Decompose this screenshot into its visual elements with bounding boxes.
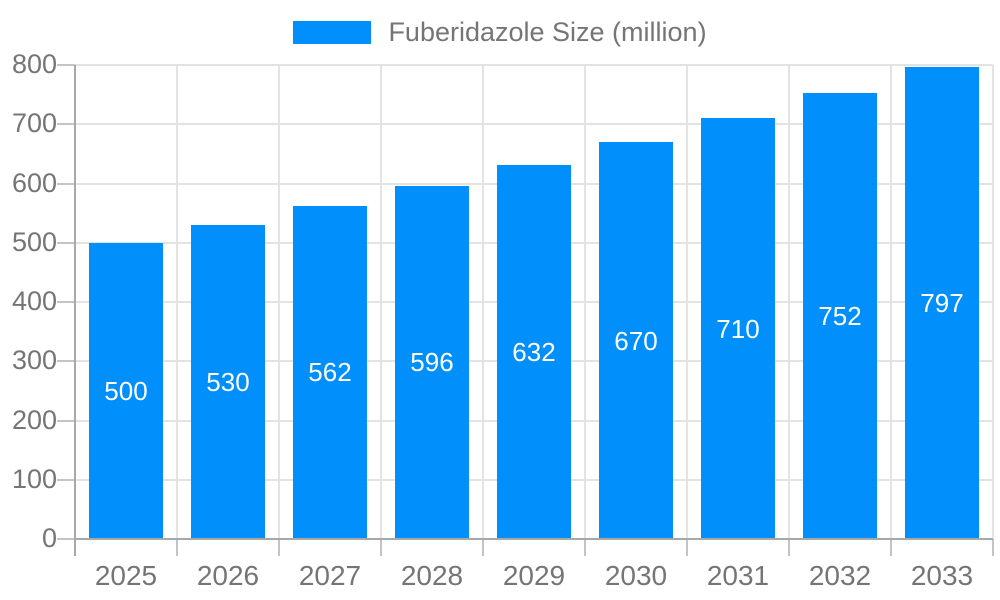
bar: 562 [293,206,367,539]
bar: 670 [599,142,673,539]
legend-swatch [293,21,372,44]
y-axis-label: 0 [41,523,57,553]
bar-value-label: 500 [104,375,148,406]
bar-value-label: 670 [614,325,658,356]
x-axis-tick [788,539,790,556]
y-axis-label: 800 [11,49,57,79]
y-axis-tick [57,301,75,303]
v-gridline [482,65,484,539]
x-axis-line [75,538,993,540]
bar-value-label: 632 [512,336,556,367]
x-axis-tick [278,539,280,556]
bar-value-label: 797 [920,287,964,318]
y-axis-tick [57,182,75,185]
bar: 530 [191,224,265,539]
x-axis-tick [686,539,688,556]
v-gridline [380,65,382,539]
y-axis-line [74,65,76,556]
x-axis-label: 2032 [808,560,872,591]
bar: 797 [905,66,979,539]
y-axis-label: 700 [11,108,57,139]
v-gridline [788,65,790,539]
x-axis-tick [380,539,382,556]
bar-value-label: 710 [716,313,760,344]
x-axis-tick [482,539,484,556]
bar-value-label: 752 [818,301,862,332]
bar-value-label: 562 [308,357,352,388]
x-axis-label: 2027 [298,560,362,591]
y-axis-label: 500 [11,226,57,257]
y-axis-tick [57,419,75,422]
bar: 596 [395,185,469,539]
y-axis-tick [57,241,75,244]
x-axis-tick [176,539,178,556]
v-gridline [992,65,994,539]
bar: 500 [89,242,163,539]
x-axis-tick [890,539,892,556]
x-axis-label: 2028 [400,560,464,591]
y-axis-tick [57,538,75,540]
bar-value-label: 530 [206,366,250,397]
y-axis-tick [57,123,75,126]
x-axis-label: 2025 [94,560,158,591]
y-axis-label: 300 [11,345,57,376]
x-axis-label: 2030 [604,560,668,591]
x-axis-label: 2026 [196,560,260,591]
y-axis-tick [57,360,75,363]
h-gridline [75,64,993,66]
v-gridline [890,65,892,539]
y-axis-label: 200 [11,404,57,435]
y-axis-label: 100 [11,463,57,494]
bar: 632 [497,164,571,539]
v-gridline [176,65,178,539]
legend[interactable]: Fuberidazole Size (million) [0,17,1000,48]
y-axis-label: 600 [11,167,57,198]
x-axis-label: 2029 [502,560,566,591]
x-axis-tick [584,539,586,556]
x-axis-label: 2031 [706,560,770,591]
x-axis-label: 2033 [910,560,974,591]
v-gridline [584,65,586,539]
bar: 710 [701,118,775,539]
y-axis-tick [57,64,75,66]
bar-value-label: 596 [410,347,454,378]
x-axis-tick [992,539,994,556]
h-gridline [75,123,993,126]
v-gridline [686,65,688,539]
y-axis-tick [57,478,75,481]
bar: 752 [803,93,877,539]
y-axis-label: 400 [11,286,57,316]
v-gridline [278,65,280,539]
legend-label: Fuberidazole Size (million) [388,17,707,47]
